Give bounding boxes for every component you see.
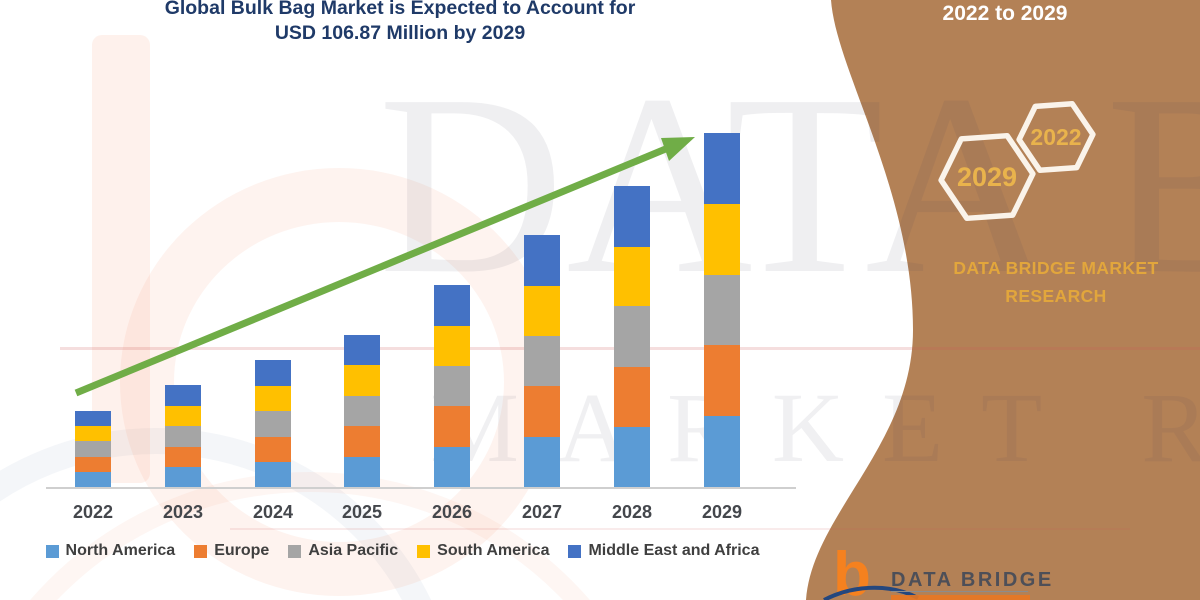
bar-segment-2023-europe — [165, 446, 201, 467]
hexagon-2029-label: 2029 — [957, 162, 1017, 192]
bar-chart-plot-area: 2022 2023 2024 2025 2026 2027 2028 2029 — [72, 132, 743, 522]
bar-segment-2022-south-america — [75, 426, 111, 442]
legend-item-north-america: North America — [45, 542, 176, 560]
bar-segment-2026-south-america — [434, 325, 470, 366]
legend-label: North America — [65, 542, 176, 559]
x-axis-label-2022: 2022 — [72, 502, 114, 522]
stacked-bar-2028 — [614, 186, 650, 487]
bar-segment-2022-middle-east-and-africa — [75, 411, 111, 427]
x-axis-label-2028: 2028 — [611, 502, 653, 522]
x-axis-label-2026: 2026 — [431, 502, 473, 522]
bar-segment-2028-south-america — [614, 246, 650, 307]
stacked-bar-2024 — [255, 360, 291, 487]
bar-segment-2023-middle-east-and-africa — [165, 385, 201, 406]
bar-segment-2027-asia-pacific — [524, 336, 560, 387]
bar-segment-2022-europe — [75, 456, 111, 472]
bar-segment-2028-middle-east-and-africa — [614, 186, 650, 247]
x-axis-label-2025: 2025 — [341, 502, 383, 522]
footer-logo: b DATA BRIDGE — [820, 544, 1080, 600]
legend-item-asia-pacific: Asia Pacific — [288, 542, 398, 560]
stacked-bar-2025 — [344, 335, 380, 487]
bar-segment-2025-south-america — [344, 365, 380, 396]
bar-segment-2022-asia-pacific — [75, 441, 111, 457]
legend-label: Asia Pacific — [308, 542, 399, 559]
bar-segment-2026-asia-pacific — [434, 365, 470, 407]
footer-logo-tagline-strip — [891, 595, 1030, 600]
footer-logo-underline — [891, 591, 1028, 592]
bar-segment-2025-middle-east-and-africa — [344, 335, 380, 366]
legend-label: Europe — [214, 542, 270, 559]
bar-segment-2028-asia-pacific — [614, 306, 650, 367]
stacked-bar-2022 — [75, 411, 111, 487]
legend-label: Middle East and Africa — [588, 542, 760, 559]
bar-segment-2026-north-america — [434, 446, 470, 487]
bar-segment-2029-south-america — [704, 204, 740, 275]
bar-segment-2022-north-america — [75, 471, 111, 487]
bar-segment-2024-north-america — [255, 461, 291, 487]
trend-arrow-shaft — [74, 144, 670, 397]
legend-swatch-icon — [568, 544, 582, 558]
bar-segment-2023-south-america — [165, 405, 201, 427]
x-axis-label-2023: 2023 — [162, 502, 204, 522]
legend-swatch-icon — [417, 544, 431, 558]
bar-segment-2028-north-america — [614, 426, 650, 487]
forecast-range-label: 2022 to 2029 — [942, 2, 1068, 25]
legend-label: South America — [437, 542, 550, 559]
stacked-bar-2023 — [165, 385, 201, 487]
stacked-bar-2027 — [524, 234, 560, 487]
hexagon-2022-label: 2022 — [1030, 124, 1081, 150]
chart-title-line2: USD 106.87 Million by 2029 — [274, 22, 526, 44]
trend-arrow-head — [661, 137, 695, 161]
bar-segment-2028-europe — [614, 366, 650, 427]
footer-logo-name: DATA BRIDGE — [891, 569, 1054, 591]
bar-segment-2023-north-america — [165, 466, 201, 487]
hexagon-2029 — [938, 132, 1036, 222]
bar-segment-2024-middle-east-and-africa — [255, 360, 291, 386]
bar-segment-2027-south-america — [524, 285, 560, 337]
legend-swatch-icon — [194, 544, 208, 558]
bar-segment-2029-north-america — [704, 416, 740, 487]
bar-segment-2027-middle-east-and-africa — [524, 234, 560, 286]
bar-segment-2024-asia-pacific — [255, 411, 291, 437]
brand-name-line2: RESEARCH — [1005, 286, 1107, 306]
x-axis-label-2024: 2024 — [252, 502, 294, 522]
stacked-bar-2029 — [704, 132, 740, 487]
bar-segment-2029-europe — [704, 345, 740, 417]
stacked-bar-2026 — [434, 285, 470, 487]
bar-segment-2027-europe — [524, 386, 560, 437]
bar-segment-2025-europe — [344, 426, 380, 457]
chart-title-line1: Global Bulk Bag Market is Expected to Ac… — [164, 0, 636, 19]
brand-name-line1: DATA BRIDGE MARKET — [953, 258, 1159, 278]
bar-segment-2029-asia-pacific — [704, 274, 740, 346]
bar-segment-2024-europe — [255, 436, 291, 462]
bar-segment-2027-north-america — [524, 436, 560, 487]
bar-segment-2026-europe — [434, 406, 470, 447]
legend-swatch-icon — [45, 544, 59, 558]
x-axis-label-2027: 2027 — [521, 502, 563, 522]
chart-title: Global Bulk Bag Market is Expected to Ac… — [20, 0, 780, 46]
x-axis-label-2029: 2029 — [701, 502, 743, 522]
bar-segment-2025-asia-pacific — [344, 395, 380, 426]
bar-segment-2029-middle-east-and-africa — [704, 132, 740, 205]
x-axis-line — [46, 487, 796, 489]
brand-name: DATA BRIDGE MARKET RESEARCH — [930, 254, 1182, 310]
hexagon-2022 — [1016, 101, 1096, 173]
bar-segment-2026-middle-east-and-africa — [434, 285, 470, 326]
footer-logo-swoosh-icon — [823, 585, 919, 600]
chart-legend: North America Europe Asia Pacific South Ame… — [25, 542, 780, 560]
legend-item-europe: Europe — [194, 542, 269, 560]
bar-segment-2024-south-america — [255, 385, 291, 412]
year-hexagons: 2029 2022 — [938, 101, 1096, 222]
legend-item-south-america: South America — [417, 542, 549, 560]
legend-swatch-icon — [288, 544, 302, 558]
side-panel-shape — [806, 0, 1200, 600]
bar-segment-2023-asia-pacific — [165, 426, 201, 447]
bar-segment-2025-north-america — [344, 456, 380, 487]
legend-item-middle-east-and-africa: Middle East and Africa — [568, 542, 759, 560]
